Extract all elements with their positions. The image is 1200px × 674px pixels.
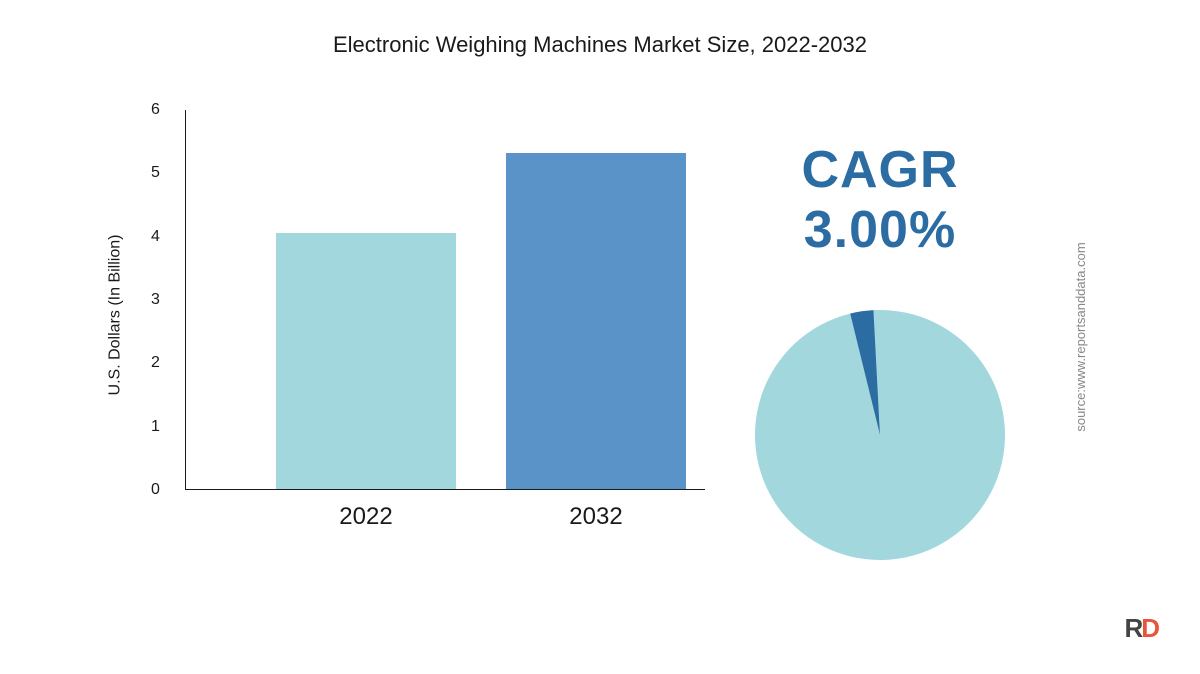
- logo: RD: [1124, 613, 1158, 644]
- y-tick-label: 0: [151, 481, 160, 499]
- logo-r: R: [1124, 613, 1141, 643]
- x-tick-label: 2032: [569, 503, 622, 531]
- cagr-block: CAGR 3.00%: [730, 140, 1030, 260]
- plot-area: 012345620222032: [185, 110, 705, 490]
- y-tick-label: 1: [151, 418, 160, 436]
- bar: [506, 153, 686, 489]
- y-tick-label: 2: [151, 354, 160, 372]
- x-tick-label: 2022: [339, 503, 392, 531]
- pie-svg: [755, 310, 1005, 560]
- cagr-value: 3.00%: [730, 200, 1030, 260]
- cagr-label: CAGR: [730, 140, 1030, 200]
- y-axis-label: U.S. Dollars (In Billion): [106, 235, 124, 396]
- chart-title: Electronic Weighing Machines Market Size…: [0, 0, 1200, 58]
- pie-chart: [755, 310, 1005, 560]
- bar: [276, 233, 456, 490]
- source-text: source:www.reportsanddata.com: [1073, 242, 1088, 431]
- y-tick-label: 6: [151, 101, 160, 119]
- y-tick-label: 4: [151, 228, 160, 246]
- y-tick-label: 3: [151, 291, 160, 309]
- chart-container: Electronic Weighing Machines Market Size…: [0, 0, 1200, 674]
- bar-chart: U.S. Dollars (In Billion) 01234562022203…: [125, 100, 705, 530]
- y-tick-label: 5: [151, 164, 160, 182]
- logo-d: D: [1141, 613, 1158, 643]
